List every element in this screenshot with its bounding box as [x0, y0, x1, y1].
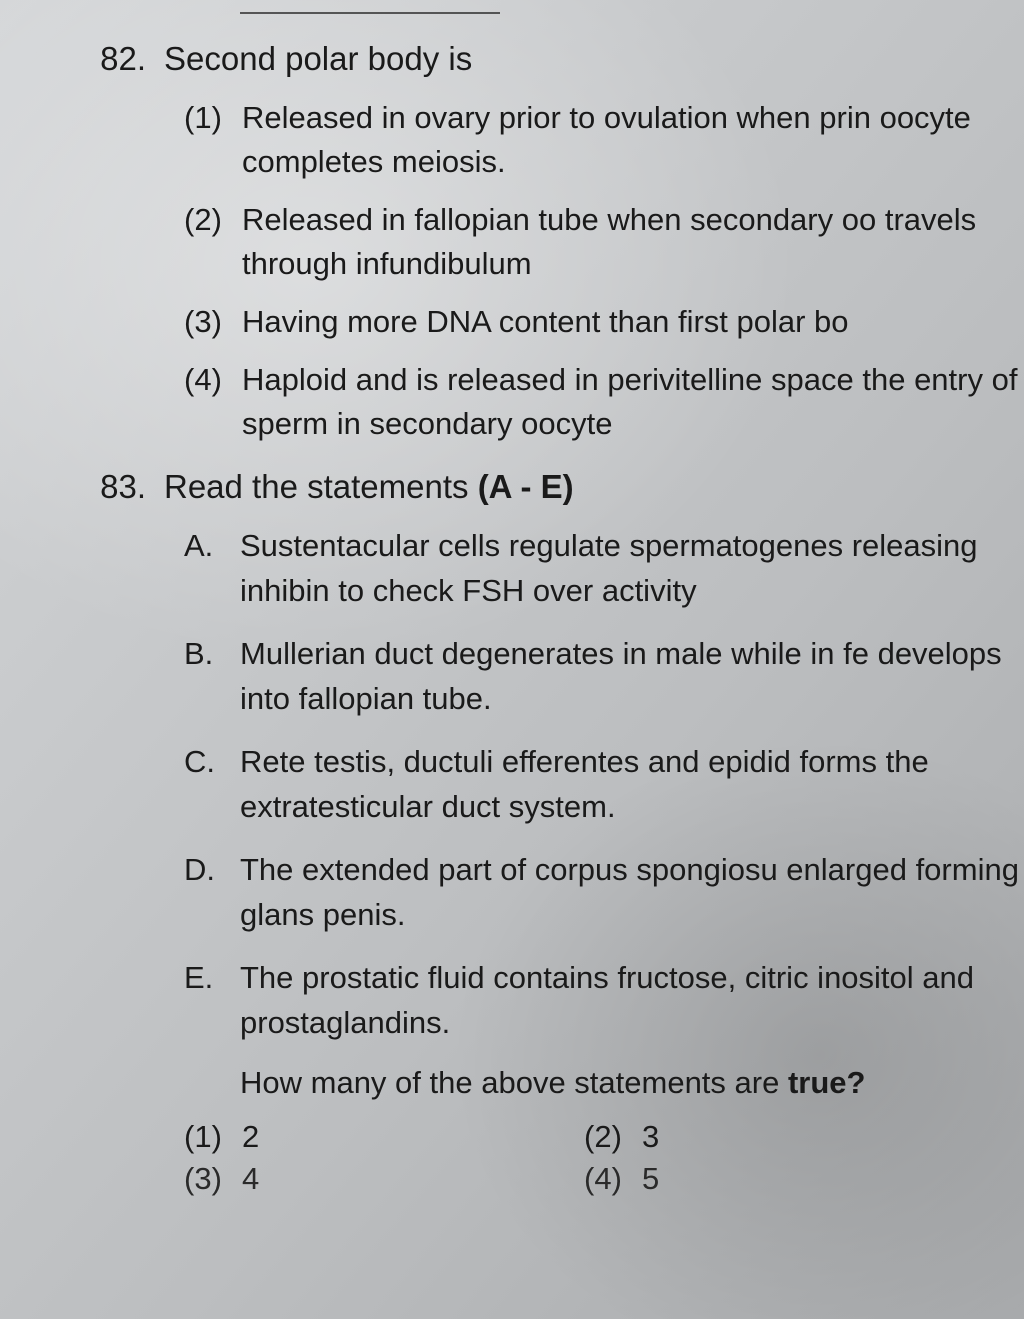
followup-text: How many of the above statements are: [240, 1065, 788, 1100]
answer-item: (1) 2: [184, 1119, 584, 1155]
statement-row: E. The prostatic fluid contains fructose…: [80, 956, 1020, 1046]
question-stem-row: 82. Second polar body is: [80, 40, 1020, 78]
answer-text: 3: [642, 1119, 659, 1155]
statement-text: The extended part of corpus spongiosu en…: [240, 848, 1020, 938]
option-row: (2) Released in fallopian tube when seco…: [80, 198, 1020, 286]
option-marker: (4): [184, 362, 242, 398]
question-number: 83.: [80, 468, 164, 506]
stem-text: Read the statements: [164, 468, 478, 505]
answer-text: 2: [242, 1119, 259, 1155]
option-text: Haploid and is released in perivitelline…: [242, 358, 1020, 446]
statement-marker: A.: [184, 528, 240, 564]
option-text: Released in fallopian tube when secondar…: [242, 198, 1020, 286]
statement-text: The prostatic fluid contains fructose, c…: [240, 956, 1020, 1046]
answer-item: (2) 3: [584, 1119, 984, 1155]
answer-marker: (4): [584, 1161, 642, 1197]
answer-text: 4: [242, 1161, 259, 1197]
option-row: (4) Haploid and is released in perivitel…: [80, 358, 1020, 446]
statement-row: C. Rete testis, ductuli efferentes and e…: [80, 740, 1020, 830]
question-82: 82. Second polar body is (1) Released in…: [80, 40, 1020, 446]
top-horizontal-rule: [240, 12, 500, 14]
statement-marker: C.: [184, 744, 240, 780]
answer-item: (4) 5: [584, 1161, 984, 1197]
option-marker: (2): [184, 202, 242, 238]
answer-row-partial: (3) 4 (4) 5: [80, 1161, 1020, 1197]
statement-row: A. Sustentacular cells regulate spermato…: [80, 524, 1020, 614]
statement-marker: B.: [184, 636, 240, 672]
question-83: 83. Read the statements (A - E) A. Suste…: [80, 468, 1020, 1197]
statement-marker: E.: [184, 960, 240, 996]
option-text: Released in ovary prior to ovulation whe…: [242, 96, 1020, 184]
followup-bold: true?: [788, 1065, 866, 1100]
followup-question: How many of the above statements are tru…: [80, 1065, 1020, 1101]
statement-row: D. The extended part of corpus spongiosu…: [80, 848, 1020, 938]
question-stem: Second polar body is: [164, 40, 1020, 78]
statement-text: Mullerian duct degenerates in male while…: [240, 632, 1020, 722]
statement-marker: D.: [184, 852, 240, 888]
question-stem: Read the statements (A - E): [164, 468, 1020, 506]
answer-row: (1) 2 (2) 3: [80, 1119, 1020, 1155]
question-stem-row: 83. Read the statements (A - E): [80, 468, 1020, 506]
question-number: 82.: [80, 40, 164, 78]
stem-bold: (A - E): [478, 468, 574, 505]
answer-item: (3) 4: [184, 1161, 584, 1197]
answer-marker: (2): [584, 1119, 642, 1155]
option-marker: (1): [184, 100, 242, 136]
statement-text: Sustentacular cells regulate spermatogen…: [240, 524, 1020, 614]
answer-marker: (3): [184, 1161, 242, 1197]
option-row: (3) Having more DNA content than first p…: [80, 300, 1020, 344]
option-text: Having more DNA content than first polar…: [242, 300, 1020, 344]
answer-marker: (1): [184, 1119, 242, 1155]
option-marker: (3): [184, 304, 242, 340]
statement-text: Rete testis, ductuli efferentes and epid…: [240, 740, 1020, 830]
statement-row: B. Mullerian duct degenerates in male wh…: [80, 632, 1020, 722]
page-content: 82. Second polar body is (1) Released in…: [80, 40, 1020, 1197]
answer-text: 5: [642, 1161, 659, 1197]
option-row: (1) Released in ovary prior to ovulation…: [80, 96, 1020, 184]
